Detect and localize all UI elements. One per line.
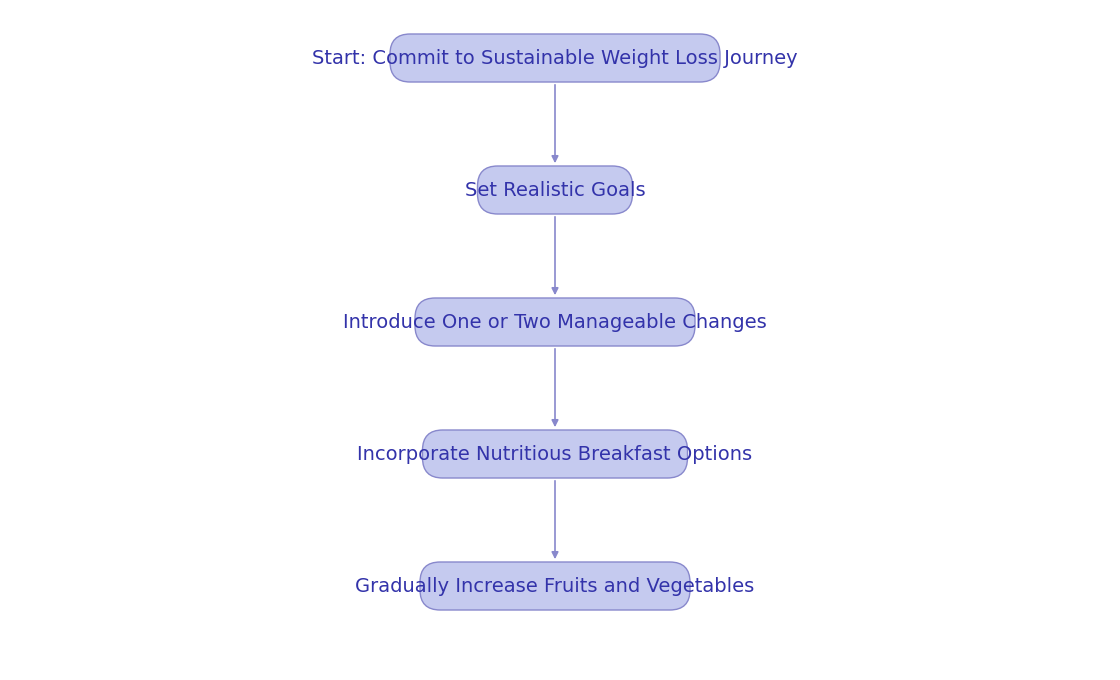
FancyBboxPatch shape [420,562,690,610]
Text: Introduce One or Two Manageable Changes: Introduce One or Two Manageable Changes [343,313,767,332]
FancyBboxPatch shape [422,430,688,478]
Text: Start: Commit to Sustainable Weight Loss Journey: Start: Commit to Sustainable Weight Loss… [312,48,797,67]
Text: Set Realistic Goals: Set Realistic Goals [465,180,645,199]
Text: Incorporate Nutritious Breakfast Options: Incorporate Nutritious Breakfast Options [357,445,753,464]
Text: Gradually Increase Fruits and Vegetables: Gradually Increase Fruits and Vegetables [355,577,755,596]
FancyBboxPatch shape [477,166,633,214]
FancyBboxPatch shape [416,298,696,346]
FancyBboxPatch shape [390,34,720,82]
